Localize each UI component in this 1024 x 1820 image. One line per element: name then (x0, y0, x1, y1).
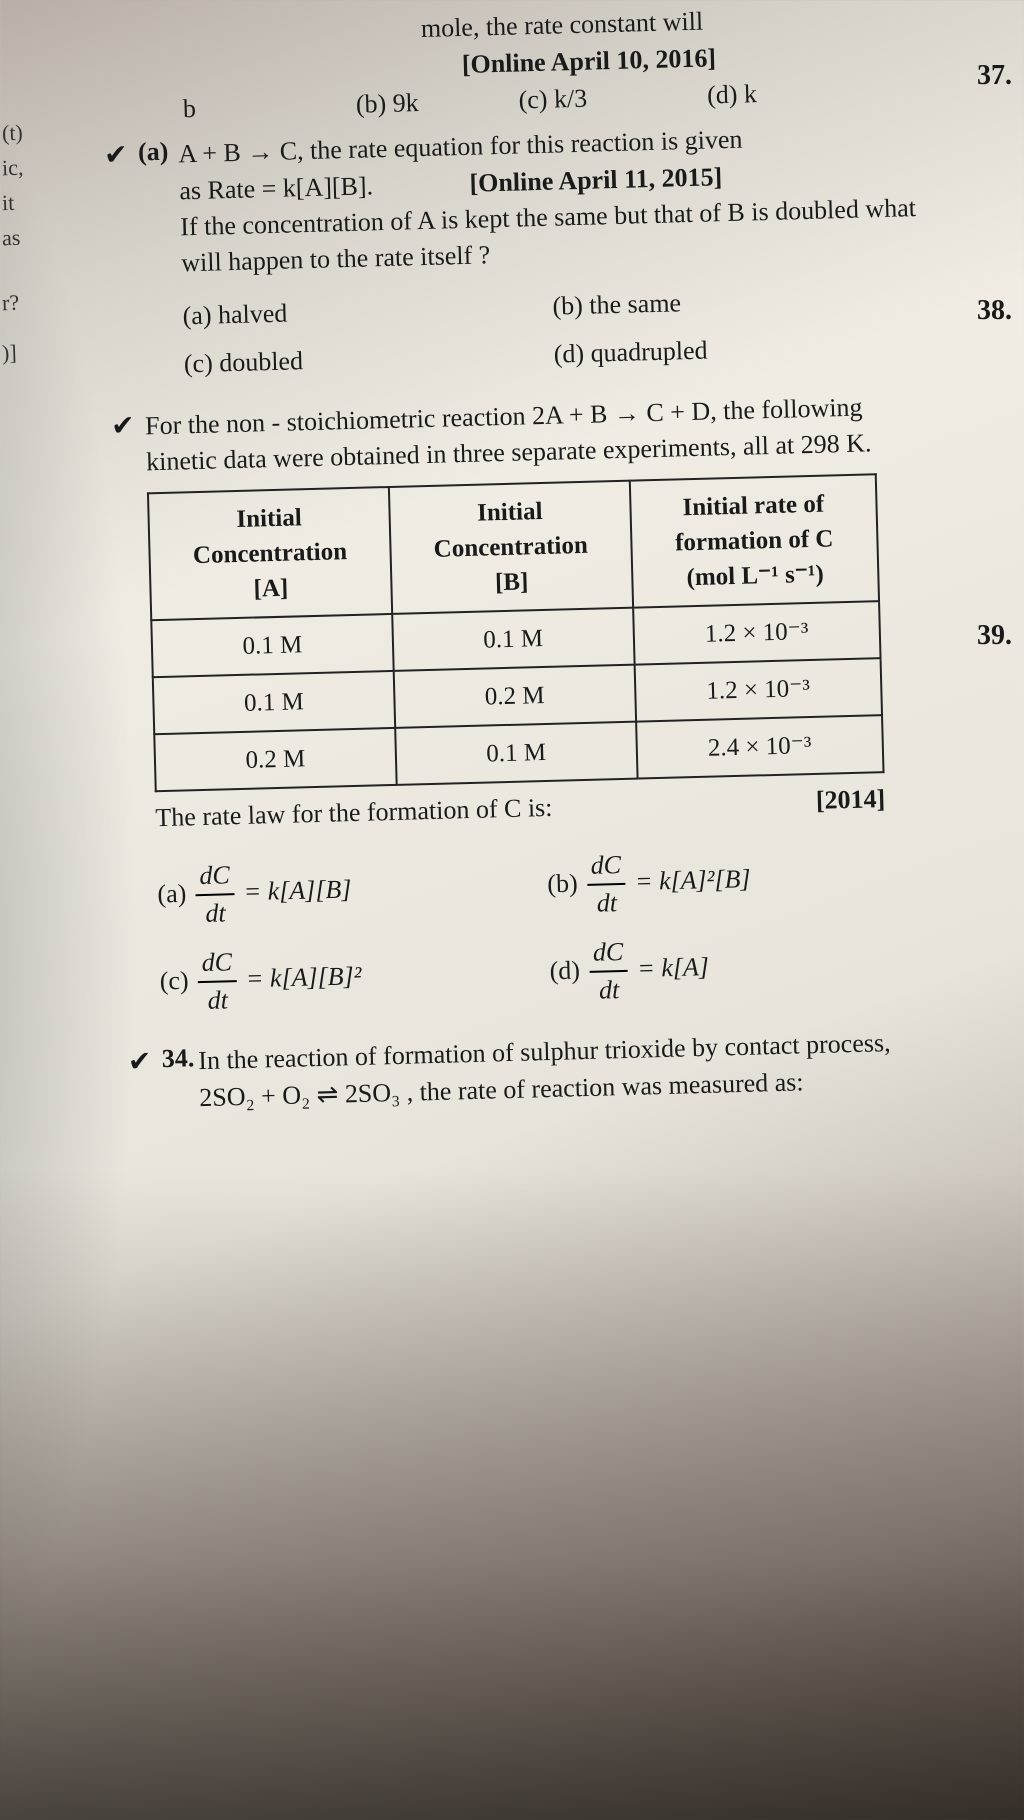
frac-num: dC (197, 944, 236, 983)
table-cell: 0.1 M (151, 614, 393, 677)
frac-den: dt (587, 885, 626, 922)
question-32: ✔ (a) A + B → C, the rate equation for t… (104, 116, 974, 391)
table-header-a: Initial Concentration [A] (148, 487, 392, 620)
th-text: [B] (495, 569, 529, 597)
q33-option-c: (c) dC dt = k[A][B]² (159, 930, 551, 1027)
q33-data-table: Initial Concentration [A] Initial Concen… (147, 474, 885, 793)
q33-after-table: The rate law for the formation of C is: (155, 790, 553, 837)
table-header-rate: Initial rate of formation of C (mol L⁻¹ … (629, 475, 879, 608)
table-header-b: Initial Concentration [B] (389, 481, 633, 614)
question-34: ✔ 34. In the reaction of formation of su… (127, 1023, 993, 1118)
table-cell: 0.1 M (395, 722, 637, 785)
opt-expr: = k[A] (637, 952, 709, 983)
prev-q-opt-b-label: b (182, 91, 196, 126)
th-text: Initial (477, 498, 543, 527)
fraction-dc-dt: dC dt (586, 847, 626, 923)
table-cell: 0.2 M (154, 728, 396, 791)
table-cell: 2.4 × 10⁻³ (636, 716, 884, 779)
table-cell: 1.2 × 10⁻³ (633, 602, 881, 665)
q33-option-b: (b) dC dt = k[A]²[B] (546, 833, 938, 930)
frac-num: dC (586, 847, 625, 886)
fraction-dc-dt: dC dt (195, 857, 235, 933)
th-text: formation of C (675, 526, 834, 557)
prev-q-year-tag: [Online April 10, 2016] (461, 43, 716, 79)
opt-prefix: (b) (547, 868, 585, 898)
th-text: Concentration (193, 539, 348, 570)
q32-subpart-marker: (a) (138, 137, 169, 168)
q33-option-d: (d) dC dt = k[A] (549, 919, 941, 1016)
q32-option-c: (c) doubled (183, 331, 554, 389)
fraction-dc-dt: dC dt (588, 933, 628, 1009)
opt-prefix: (d) (549, 955, 587, 985)
page-content: mole, the rate constant will [Online Apr… (0, 0, 1024, 1179)
opt-expr: = k[A][B]² (246, 961, 362, 993)
table-cell: 0.1 M (153, 671, 395, 734)
checkmark-icon: ✔ (111, 408, 142, 443)
prev-q-opt-c: (c) k/3 (518, 81, 587, 118)
frac-den: dt (198, 982, 237, 1019)
question-33: ✔ For the non - stoichiometric reaction … (111, 386, 991, 1027)
q33-option-a: (a) dC dt = k[A][B] (156, 843, 548, 940)
q33-year-tag: [2014] (815, 782, 885, 820)
prev-q-opt-b: (b) 9k (355, 85, 419, 122)
opt-expr: = k[A]²[B] (635, 864, 751, 896)
q32-year-tag: [Online April 11, 2015] (469, 162, 722, 198)
frac-den: dt (196, 895, 235, 932)
q34-text: In the reaction of formation of sulphur … (198, 1024, 940, 1116)
q32-option-d: (d) quadrupled (553, 321, 924, 379)
table-cell: 0.1 M (392, 608, 634, 671)
fraction-dc-dt: dC dt (197, 944, 237, 1020)
opt-prefix: (c) (159, 965, 195, 995)
prev-q-opt-d: (d) k (707, 76, 758, 112)
th-text: Initial rate of (682, 491, 824, 522)
frac-num: dC (588, 933, 627, 972)
table-cell: 1.2 × 10⁻³ (634, 659, 882, 722)
opt-expr: = k[A][B] (243, 874, 352, 906)
opt-prefix: (a) (157, 878, 193, 908)
q34-number: 34. (161, 1044, 194, 1075)
checkmark-icon: ✔ (127, 1045, 158, 1080)
th-text: [A] (253, 575, 288, 603)
table-cell: 0.2 M (394, 665, 636, 728)
q32-line2: as Rate = k[A][B]. (179, 171, 373, 205)
frac-num: dC (195, 857, 234, 896)
checkmark-icon: ✔ (104, 138, 135, 173)
frac-den: dt (589, 972, 628, 1009)
th-text: Initial (236, 505, 302, 534)
th-text: Concentration (433, 532, 588, 563)
q33-intro: For the non - stoichiometric reaction 2A… (145, 388, 927, 481)
th-text: (mol L⁻¹ s⁻¹) (686, 561, 824, 592)
